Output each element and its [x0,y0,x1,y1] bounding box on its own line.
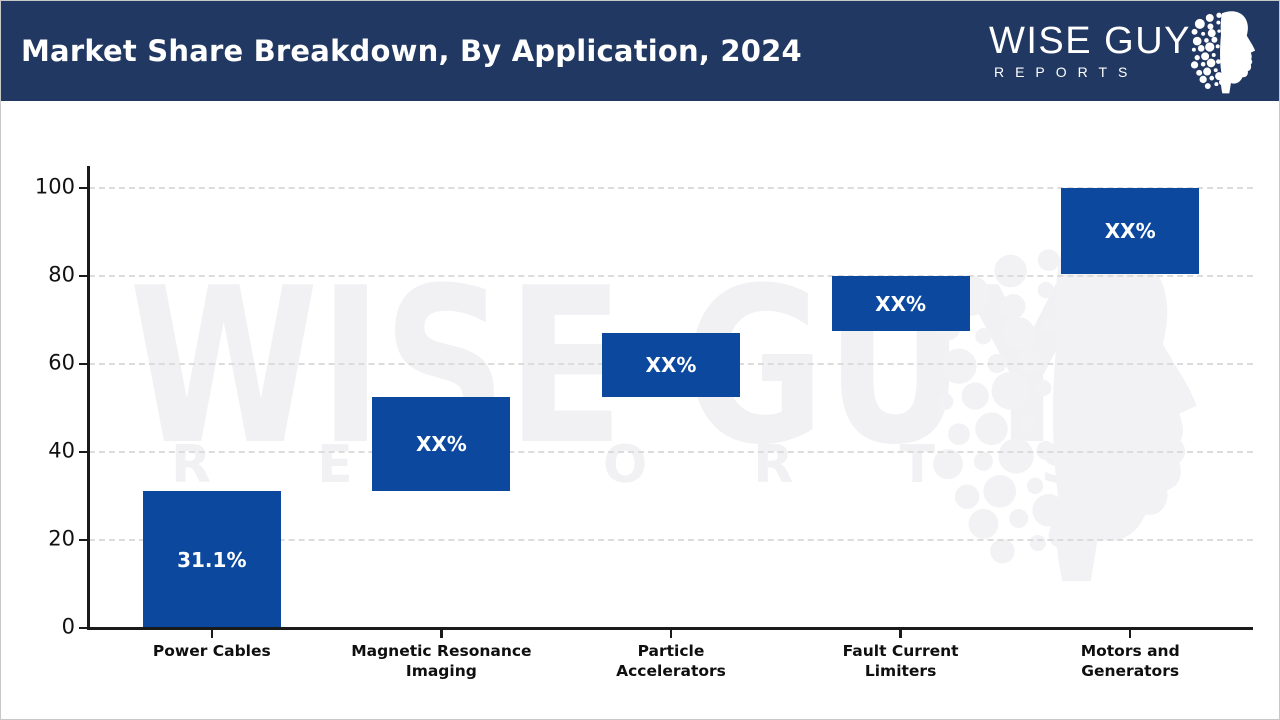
category-label-power-cables: Power Cables [152,642,271,660]
y-axis-tick-label-60: 60 [48,350,75,375]
category-label-motors-and-generators: Motors and Generators [1080,642,1180,681]
y-axis-tick-label-40: 40 [48,438,75,463]
bar-value-label-magnetic-resonance-imaging: XX% [415,431,467,456]
brand-subtitle: REPORTS [993,64,1139,80]
category-label-fault-current-limiters: Fault Current Limiters [842,642,959,681]
bar-value-label-fault-current-limiters: XX% [875,291,927,316]
y-axis-tick-mark-60 [79,362,88,366]
x-axis-tick-mark-particle-accelerators [669,629,673,638]
x-axis-tick-mark-motors-and-generators [1128,629,1132,638]
x-axis-line [87,627,1253,630]
y-axis-tick-label-80: 80 [48,262,75,287]
brand-text: WISE GUY REPORTS [989,22,1191,80]
bar-value-label-motors-and-generators: XX% [1104,218,1156,243]
watermark-reports-text: R E P O R T S [171,435,1123,495]
bar-fault-current-limiters [831,276,970,331]
title-bar: Market Share Breakdown, By Application, … [1,1,1279,101]
brand-dotted-head-icon [1177,8,1269,94]
gridline-40 [89,451,1253,453]
y-axis-tick-mark-40 [79,450,88,454]
y-axis-tick-mark-0 [79,626,88,630]
brand-logo: WISE GUY REPORTS [989,5,1269,97]
y-axis-tick-label-20: 20 [48,526,75,551]
brand-name: WISE GUY [988,20,1191,62]
y-axis-tick-label-0: 0 [61,614,75,639]
bar-value-label-power-cables: 31.1% [177,547,247,572]
bar-magnetic-resonance-imaging [372,396,511,492]
y-axis-line [87,166,90,630]
x-axis-tick-mark-fault-current-limiters [899,629,902,638]
y-axis-tick-mark-20 [79,538,88,542]
x-axis-tick-mark-magnetic-resonance-imaging [440,629,443,638]
bar-particle-accelerators [602,332,740,397]
category-label-magnetic-resonance-imaging: Magnetic Resonance Imaging [351,642,532,681]
category-label-particle-accelerators: Particle Accelerators [616,642,726,681]
y-axis-tick-label-100: 100 [34,174,75,199]
x-axis-tick-mark-power-cables [210,629,214,638]
bar-motors-and-generators [1061,188,1200,274]
gridline-20 [89,539,1253,541]
page-title: Market Share Breakdown, By Application, … [21,34,802,68]
bar-power-cables [142,491,281,628]
gridline-100 [89,187,1253,189]
gridline-80 [89,275,1253,277]
bar-value-label-particle-accelerators: XX% [645,352,697,377]
y-axis-tick-mark-80 [79,274,88,278]
y-axis-tick-mark-100 [79,186,88,190]
